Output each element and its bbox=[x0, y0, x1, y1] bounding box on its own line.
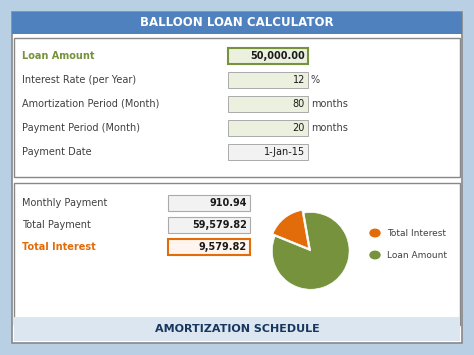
Text: Loan Amount: Loan Amount bbox=[387, 251, 447, 260]
Bar bbox=[228, 120, 308, 136]
Wedge shape bbox=[273, 211, 309, 248]
Text: 50,000.00: 50,000.00 bbox=[250, 51, 305, 61]
Bar bbox=[14, 183, 460, 325]
Text: Loan Amount: Loan Amount bbox=[22, 51, 94, 61]
Bar bbox=[168, 239, 250, 255]
Text: 59,579.82: 59,579.82 bbox=[192, 220, 247, 230]
Text: 20: 20 bbox=[292, 123, 305, 133]
Text: Monthly Payment: Monthly Payment bbox=[22, 198, 108, 208]
Text: 80: 80 bbox=[293, 99, 305, 109]
Text: Payment Date: Payment Date bbox=[22, 147, 91, 157]
Text: 1-Jan-15: 1-Jan-15 bbox=[264, 147, 305, 157]
Text: Interest Rate (per Year): Interest Rate (per Year) bbox=[22, 75, 136, 85]
Text: %: % bbox=[311, 75, 320, 85]
Bar bbox=[14, 317, 460, 341]
Bar bbox=[228, 96, 308, 112]
Text: months: months bbox=[311, 123, 348, 133]
Bar bbox=[14, 38, 460, 177]
Bar bbox=[12, 12, 462, 34]
Text: Payment Period (Month): Payment Period (Month) bbox=[22, 123, 140, 133]
Bar bbox=[168, 217, 250, 233]
Text: 12: 12 bbox=[292, 75, 305, 85]
Text: Total Interest: Total Interest bbox=[387, 229, 446, 237]
Text: Amortization Period (Month): Amortization Period (Month) bbox=[22, 99, 159, 109]
Text: Total Payment: Total Payment bbox=[22, 220, 91, 230]
Text: 910.94: 910.94 bbox=[210, 198, 247, 208]
Text: AMORTIZATION SCHEDULE: AMORTIZATION SCHEDULE bbox=[155, 324, 319, 334]
Wedge shape bbox=[273, 213, 349, 289]
Bar bbox=[228, 144, 308, 160]
Bar bbox=[228, 72, 308, 88]
Text: Total Interest: Total Interest bbox=[22, 242, 96, 252]
Bar bbox=[228, 48, 308, 64]
Text: 9,579.82: 9,579.82 bbox=[199, 242, 247, 252]
Text: months: months bbox=[311, 99, 348, 109]
Text: BALLOON LOAN CALCULATOR: BALLOON LOAN CALCULATOR bbox=[140, 16, 334, 29]
Bar bbox=[168, 195, 250, 211]
